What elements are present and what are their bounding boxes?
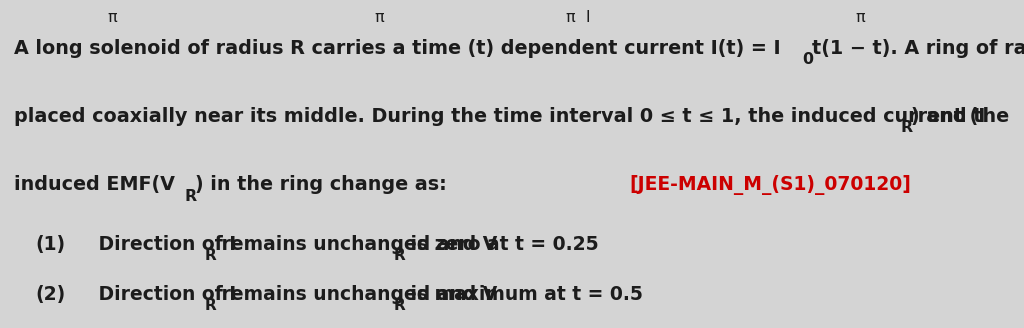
Text: ) and the: ) and the	[911, 107, 1010, 126]
Text: ) in the ring change as:: ) in the ring change as:	[195, 175, 446, 195]
Text: remains unchanged and V: remains unchanged and V	[215, 235, 497, 254]
Text: Direction of I: Direction of I	[92, 285, 237, 304]
Text: R: R	[184, 189, 197, 204]
Text: π  I: π I	[566, 10, 591, 25]
Text: (2): (2)	[36, 285, 67, 304]
Text: placed coaxially near its middle. During the time interval 0 ≤ t ≤ 1, the induce: placed coaxially near its middle. During…	[14, 107, 986, 126]
Text: t(1 − t). A ring of radius 2R is: t(1 − t). A ring of radius 2R is	[812, 39, 1024, 58]
Text: induced EMF(V: induced EMF(V	[14, 175, 175, 195]
Text: π: π	[374, 10, 384, 25]
Text: R: R	[394, 298, 406, 314]
Text: (1): (1)	[36, 235, 66, 254]
Text: Direction of I: Direction of I	[92, 235, 237, 254]
Text: [JEE-MAIN_M_(S1)_070120]: [JEE-MAIN_M_(S1)_070120]	[630, 175, 911, 195]
Text: R: R	[394, 248, 406, 263]
Text: π: π	[108, 10, 118, 25]
Text: A long solenoid of radius R carries a time (t) dependent current I(t) = I: A long solenoid of radius R carries a ti…	[14, 39, 781, 58]
Text: π: π	[855, 10, 865, 25]
Text: is zero at t = 0.25: is zero at t = 0.25	[404, 235, 599, 254]
Text: R: R	[900, 120, 912, 135]
Text: 0: 0	[802, 52, 813, 68]
Text: is maximum at t = 0.5: is maximum at t = 0.5	[404, 285, 643, 304]
Text: remains unchanged and V: remains unchanged and V	[215, 285, 497, 304]
Text: R: R	[205, 298, 216, 314]
Text: R: R	[205, 248, 216, 263]
